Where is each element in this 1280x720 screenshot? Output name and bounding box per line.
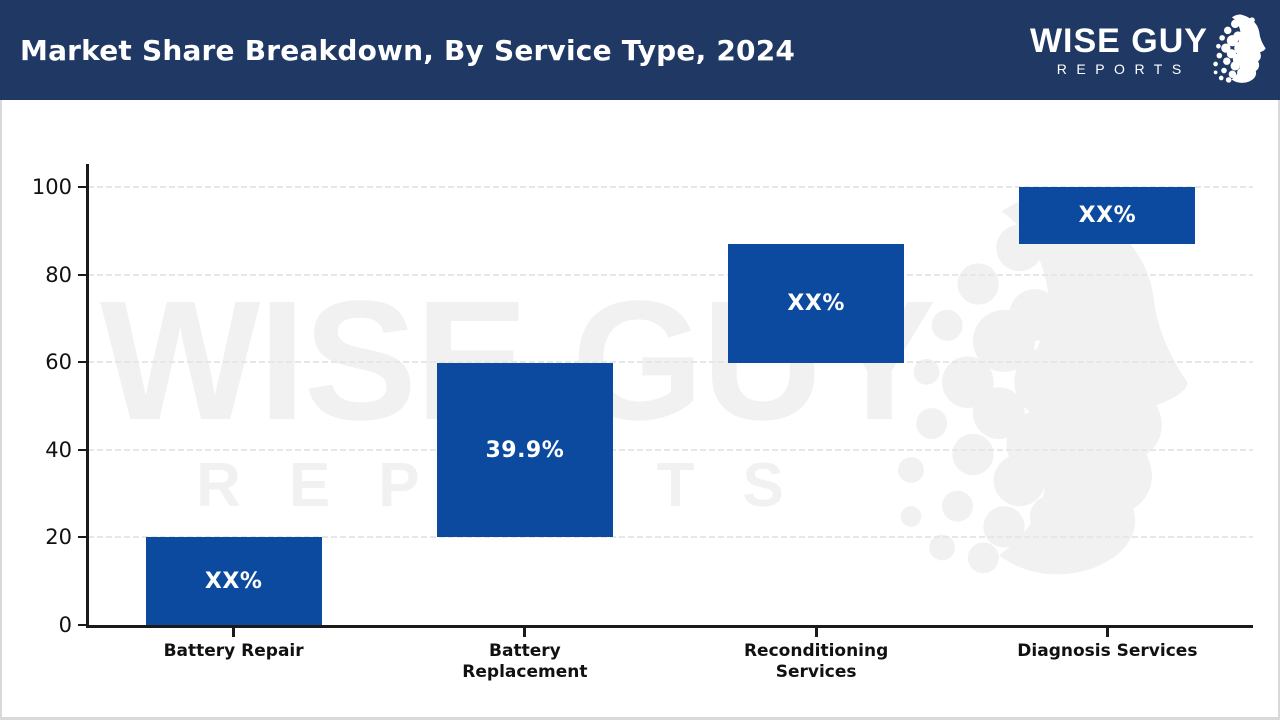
x-axis-tick: [232, 628, 236, 637]
x-category-label: Reconditioning Services: [743, 641, 889, 682]
page-border-bottom: [0, 717, 1280, 720]
x-category-label: Battery Replacement: [462, 641, 588, 682]
y-axis-tick: [78, 361, 88, 364]
y-axis-tick: [78, 536, 88, 539]
bar-value-label: XX%: [204, 568, 263, 594]
face-profile-icon: [1213, 14, 1266, 83]
bar-segment: XX%: [728, 243, 905, 363]
x-axis: [86, 625, 1253, 628]
y-axis-tick-label: 60: [45, 350, 72, 375]
y-axis-tick: [78, 448, 88, 451]
grid-line: [88, 361, 1253, 364]
page-title: Market Share Breakdown, By Service Type,…: [20, 33, 796, 67]
y-axis-tick: [78, 186, 88, 188]
bar-segment: XX%: [1019, 187, 1196, 244]
y-axis-tick-label: 100: [31, 175, 72, 199]
wise-guy-logo: WISE GUY REPORTS: [1030, 12, 1266, 88]
x-category-label: Battery Repair: [163, 641, 304, 661]
grid-line: [88, 536, 1253, 539]
bar-value-label: XX%: [787, 290, 845, 316]
chart-area: WISE GUY REPORTS 020406080100XX%Battery …: [0, 100, 1280, 720]
logo-brand-sub: REPORTS: [1056, 60, 1191, 77]
x-category-label: Diagnosis Services: [1017, 641, 1198, 661]
grid-line: [88, 186, 1253, 188]
x-axis-tick: [1105, 628, 1109, 637]
logo-brand-name: WISE GUY: [1029, 21, 1208, 60]
grid-line: [88, 273, 1253, 276]
y-axis-tick-label: 80: [45, 262, 72, 287]
page-border-right: [1278, 100, 1280, 720]
bar-value-label: XX%: [1078, 202, 1137, 228]
bar-segment: 39.9%: [436, 362, 613, 538]
x-axis-tick: [814, 628, 818, 637]
bar-value-label: 39.9%: [485, 437, 565, 463]
y-axis-tick-label: 40: [45, 437, 72, 462]
grid-line: [88, 448, 1253, 451]
x-axis-tick: [523, 628, 527, 637]
bar-segment: XX%: [145, 537, 322, 625]
page-border-left: [0, 100, 2, 720]
logo-text: WISE GUY REPORTS: [1030, 24, 1208, 77]
y-axis-tick-label: 20: [45, 525, 72, 550]
y-axis-tick: [78, 273, 88, 276]
y-axis-tick-label: 0: [58, 613, 72, 637]
y-axis: [86, 164, 89, 628]
header: Market Share Breakdown, By Service Type,…: [0, 0, 1280, 100]
y-axis-tick: [78, 624, 88, 626]
